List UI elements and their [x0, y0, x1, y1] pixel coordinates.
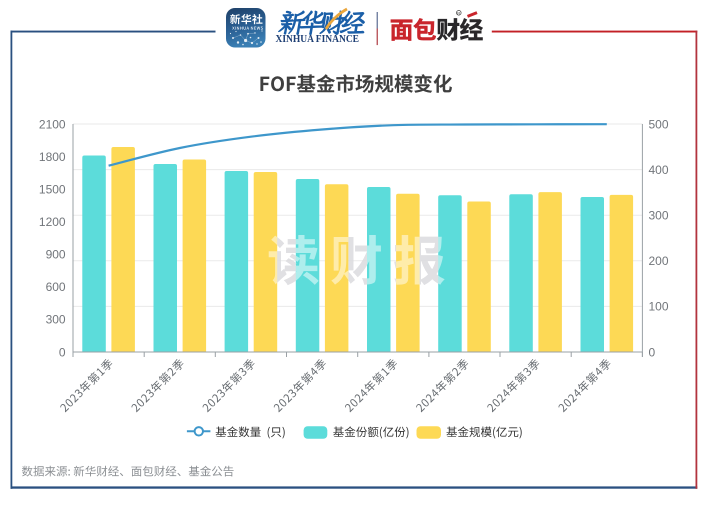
svg-text:400: 400	[649, 163, 669, 177]
svg-text:1800: 1800	[39, 150, 66, 164]
svg-text:1500: 1500	[39, 182, 66, 196]
svg-text:600: 600	[46, 280, 66, 294]
svg-text:0: 0	[649, 345, 656, 359]
svg-text:200: 200	[649, 254, 669, 268]
svg-text:XINHUA FINANCE: XINHUA FINANCE	[276, 34, 360, 45]
svg-text:0: 0	[59, 345, 66, 359]
svg-text:300: 300	[46, 313, 66, 327]
svg-text:100: 100	[649, 300, 669, 314]
svg-text:1200: 1200	[39, 215, 66, 229]
svg-text:2100: 2100	[39, 117, 66, 131]
svg-text:R: R	[457, 10, 460, 15]
svg-text:500: 500	[649, 117, 669, 131]
svg-text:900: 900	[46, 248, 66, 262]
svg-text:300: 300	[649, 209, 669, 223]
